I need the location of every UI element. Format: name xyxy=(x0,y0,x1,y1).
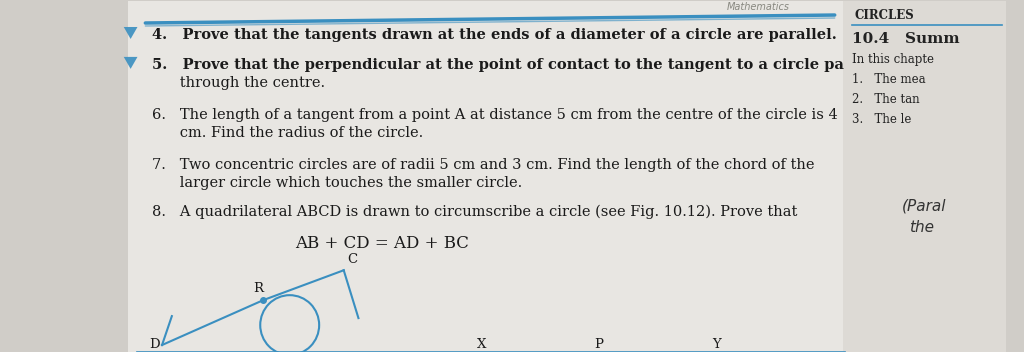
Text: In this chapte: In this chapte xyxy=(852,53,935,66)
Text: 4.   Prove that the tangents drawn at the ends of a diameter of a circle are par: 4. Prove that the tangents drawn at the … xyxy=(153,28,837,42)
Text: Y: Y xyxy=(713,338,721,351)
Text: 5.   Prove that the perpendicular at the point of contact to the tangent to a ci: 5. Prove that the perpendicular at the p… xyxy=(153,58,844,72)
Text: cm. Find the radius of the circle.: cm. Find the radius of the circle. xyxy=(153,126,424,140)
Polygon shape xyxy=(124,57,137,69)
Bar xyxy=(0,1,128,352)
Text: 8.   A quadrilateral ABCD is drawn to circumscribe a circle (see Fig. 10.12). Pr: 8. A quadrilateral ABCD is drawn to circ… xyxy=(153,205,798,219)
Text: through the centre.: through the centre. xyxy=(153,76,326,90)
Text: R: R xyxy=(253,282,263,295)
Text: 1.   The mea: 1. The mea xyxy=(852,73,926,86)
Text: AB + CD = AD + BC: AB + CD = AD + BC xyxy=(295,235,469,252)
Text: 7.   Two concentric circles are of radii 5 cm and 3 cm. Find the length of the c: 7. Two concentric circles are of radii 5… xyxy=(153,158,815,171)
Polygon shape xyxy=(124,27,137,39)
Text: larger circle which touches the smaller circle.: larger circle which touches the smaller … xyxy=(153,176,522,189)
Text: CIRCLES: CIRCLES xyxy=(854,9,914,22)
Bar xyxy=(128,1,843,352)
Text: C: C xyxy=(347,253,357,266)
Text: 6.   The length of a tangent from a point A at distance 5 cm from the centre of : 6. The length of a tangent from a point … xyxy=(153,108,838,122)
Bar xyxy=(843,1,1006,352)
Text: Mathematics: Mathematics xyxy=(727,2,790,12)
Text: 3.   The le: 3. The le xyxy=(852,113,911,126)
Text: 10.4   Summ: 10.4 Summ xyxy=(852,32,961,46)
Text: X: X xyxy=(476,338,485,351)
Text: (Paral: (Paral xyxy=(901,199,946,213)
Text: D: D xyxy=(150,338,160,351)
Text: the: the xyxy=(909,220,934,235)
Text: P: P xyxy=(595,338,603,351)
Text: 2.   The tan: 2. The tan xyxy=(852,93,920,106)
